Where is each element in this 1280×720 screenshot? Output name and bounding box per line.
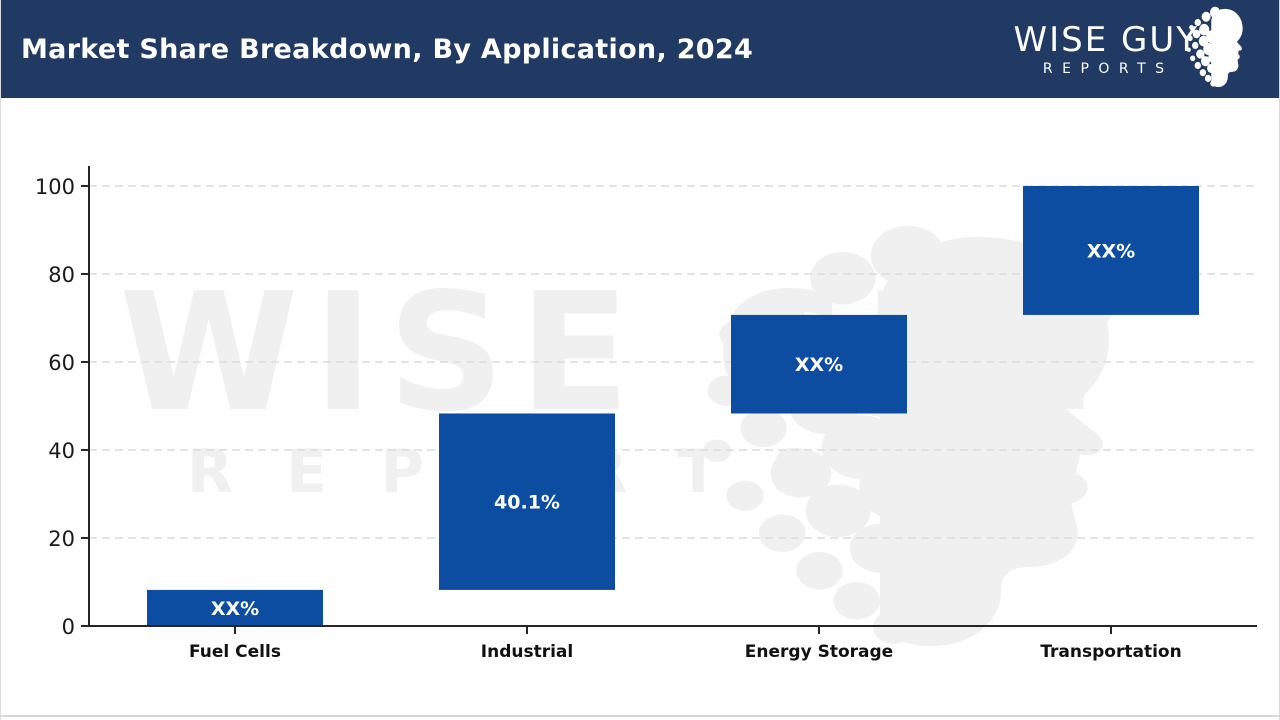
bar-value-label: XX%	[1087, 240, 1135, 262]
face-dot	[740, 409, 787, 447]
bar-segment	[147, 589, 323, 626]
bar-value-label: XX%	[795, 354, 843, 376]
bar-segment	[439, 413, 615, 590]
dotted-face-icon	[1186, 6, 1243, 88]
face-dot	[1190, 55, 1196, 62]
face-dot	[1192, 29, 1201, 39]
y-tick-label: 100	[35, 175, 75, 199]
face-dot	[1189, 24, 1194, 31]
page-title: Market Share Breakdown, By Application, …	[21, 33, 754, 65]
y-tick-label: 60	[48, 351, 75, 375]
wise-guy-logo: WISE GUY REPORTS	[1013, 6, 1249, 92]
x-category-label: Transportation	[1040, 642, 1181, 662]
bar-segment	[731, 314, 907, 414]
watermark-face-icon	[702, 225, 1109, 647]
y-tick-label: 40	[48, 439, 75, 463]
face-dot	[758, 514, 806, 552]
face-dot	[1187, 35, 1193, 42]
face-dot	[1186, 47, 1191, 52]
face-dot	[1199, 69, 1207, 77]
logo-text: WISE GUY REPORTS	[1013, 23, 1199, 76]
face-dot	[1201, 56, 1210, 67]
bar-segment	[1023, 186, 1199, 315]
y-tick-label: 20	[48, 527, 75, 551]
face-profile	[880, 237, 1109, 647]
face-dot	[833, 582, 881, 620]
face-profile	[1211, 8, 1243, 88]
logo-subtext: REPORTS	[1042, 60, 1174, 77]
bar-value-label: 40.1%	[494, 492, 560, 514]
face-dot	[1192, 41, 1199, 49]
face-dot	[796, 552, 843, 590]
x-category-label: Fuel Cells	[189, 642, 281, 662]
x-category-label: Energy Storage	[745, 642, 893, 662]
y-tick-label: 80	[48, 263, 75, 287]
face-dot	[1199, 23, 1210, 36]
face-dot	[1204, 74, 1212, 82]
y-tick-label: 0	[62, 615, 75, 639]
face-dot	[726, 480, 764, 511]
logo-wordmark: WISE GUY	[1013, 19, 1199, 60]
face-dot	[1194, 18, 1201, 27]
figure-bottom-border	[1, 715, 1279, 717]
face-dot	[805, 484, 871, 537]
face-dot	[810, 252, 876, 305]
face-dot	[770, 448, 832, 498]
bar-value-label: XX%	[211, 598, 259, 620]
face-dot	[1194, 61, 1201, 70]
face-dot	[1196, 49, 1205, 59]
face-dot	[1201, 11, 1211, 22]
header-bar: Market Share Breakdown, By Application, …	[1, 0, 1279, 98]
x-category-label: Industrial	[481, 642, 573, 662]
